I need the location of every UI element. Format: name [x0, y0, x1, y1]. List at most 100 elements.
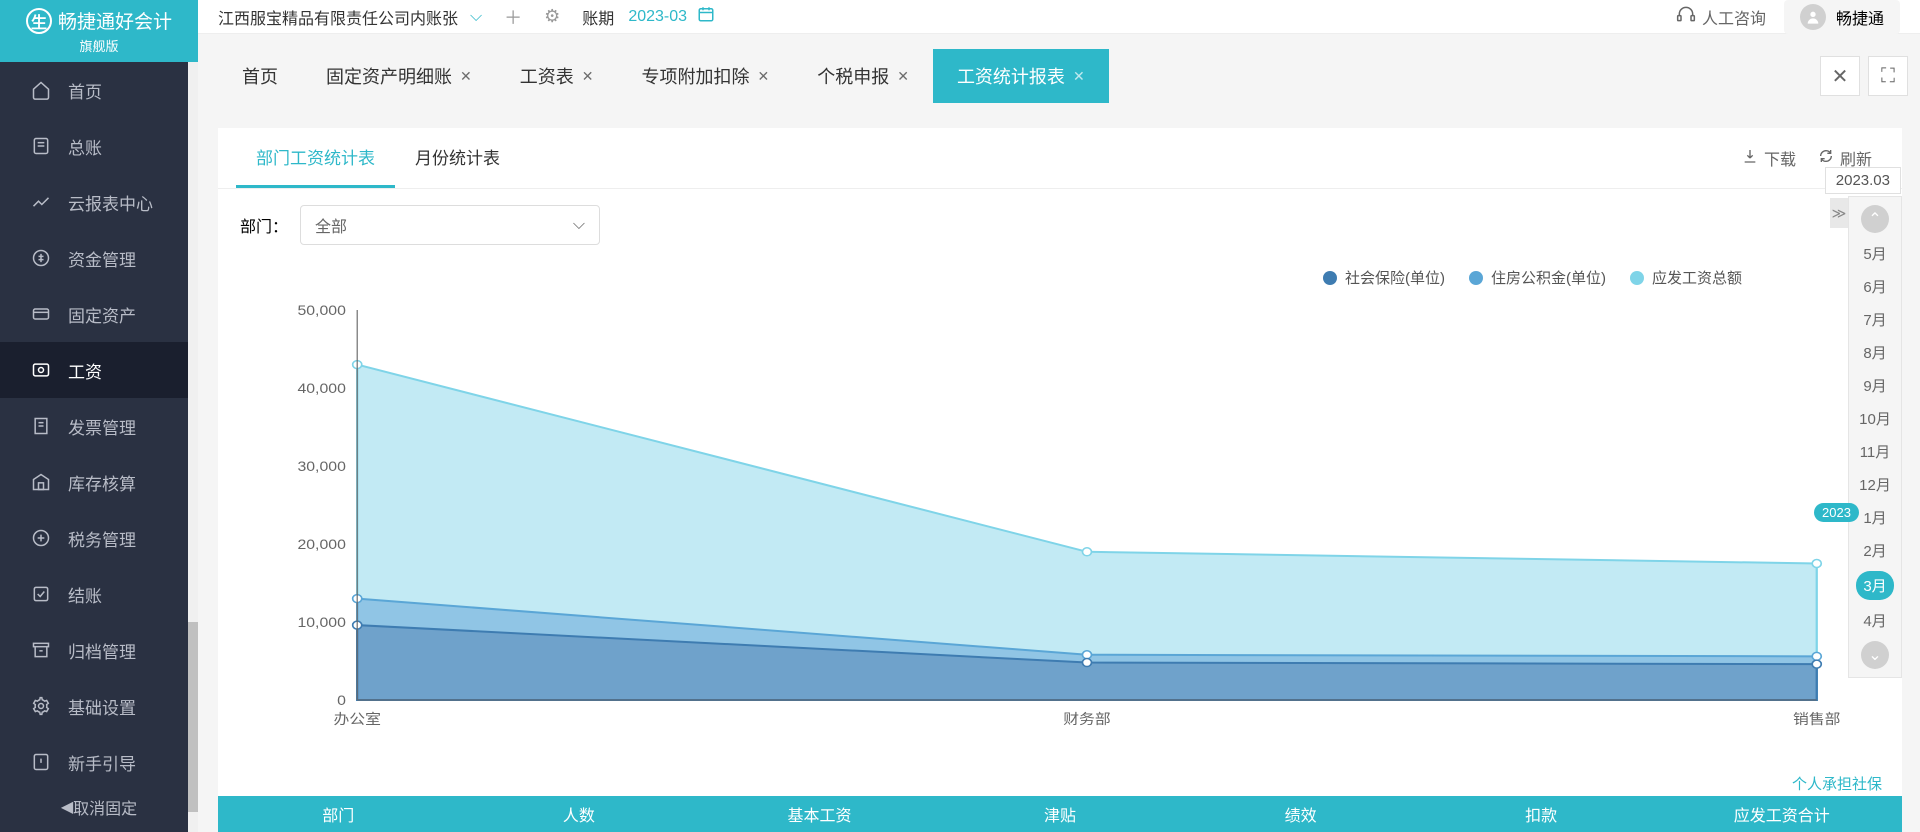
brand-name: 畅捷通好会计: [58, 7, 172, 34]
download-button[interactable]: 下载: [1742, 146, 1796, 170]
period-value[interactable]: 2023-03: [628, 8, 687, 26]
sidebar-item-label: 库存核算: [68, 470, 136, 495]
month-item[interactable]: 6月: [1856, 270, 1894, 303]
table-column-header: 扣款: [1421, 802, 1662, 826]
sidebar-item-invoice[interactable]: 发票管理: [0, 398, 198, 454]
sidebar-item-home[interactable]: 首页: [0, 62, 198, 118]
close-all-tabs-button[interactable]: ✕: [1820, 56, 1860, 96]
svg-text:财务部: 财务部: [1063, 712, 1111, 728]
tab-label: 专项附加扣除: [641, 63, 749, 89]
settings-icon: [30, 695, 52, 717]
download-label: 下载: [1764, 146, 1796, 170]
legend-dot-icon: [1469, 271, 1483, 285]
archive-icon: [30, 639, 52, 661]
month-prev-button[interactable]: ⌃: [1861, 205, 1889, 233]
subtab-0[interactable]: 部门工资统计表: [236, 128, 395, 188]
dept-select[interactable]: 全部 ⌵: [300, 205, 600, 245]
sidebar-item-label: 基础设置: [68, 694, 136, 719]
close-icon: [30, 583, 52, 605]
svg-text:50,000: 50,000: [297, 303, 345, 319]
sidebar-item-salary[interactable]: 工资: [0, 342, 198, 398]
month-item[interactable]: 7月: [1856, 303, 1894, 336]
home-icon: [30, 79, 52, 101]
sidebar-item-settings[interactable]: 基础设置: [0, 678, 198, 734]
month-item[interactable]: 12月: [1856, 468, 1894, 501]
tab-0[interactable]: 首页: [218, 49, 302, 103]
table-column-header: 津贴: [940, 802, 1181, 826]
subtab-1[interactable]: 月份统计表: [395, 128, 520, 188]
fullscreen-button[interactable]: ⛶: [1868, 56, 1908, 96]
salary-icon: [30, 359, 52, 381]
sidebar-item-fund[interactable]: 资金管理: [0, 230, 198, 286]
sidebar-item-label: 发票管理: [68, 414, 136, 439]
month-next-button[interactable]: ⌄: [1861, 641, 1889, 669]
month-item[interactable]: 5月: [1856, 237, 1894, 270]
month-item[interactable]: 2月: [1856, 534, 1894, 567]
period-label: 账期: [582, 5, 614, 29]
calendar-icon[interactable]: [697, 5, 715, 28]
month-item[interactable]: 11月: [1856, 435, 1894, 468]
filter-row: 部门： 全部 ⌵: [218, 189, 1902, 261]
close-icon[interactable]: ✕: [757, 68, 769, 85]
human-help-button[interactable]: 人工咨询: [1676, 4, 1766, 29]
company-selector[interactable]: 江西服宝精品有限责任公司内账张 ⌵: [218, 5, 482, 29]
chevron-down-icon: ⌵: [470, 8, 482, 26]
tab-label: 个税申报: [817, 63, 889, 89]
close-icon[interactable]: ✕: [897, 68, 909, 85]
chart-legend: 社会保险(单位) 住房公积金(单位) 应发工资总额: [278, 261, 1862, 300]
collapse-icon: ◀: [61, 797, 73, 817]
fund-icon: [30, 247, 52, 269]
tab-1[interactable]: 固定资产明细账✕: [302, 49, 496, 103]
table-header: 部门人数基本工资津贴绩效扣款应发工资合计: [218, 796, 1902, 832]
table-column-header: 部门: [218, 802, 459, 826]
month-item[interactable]: 4月: [1856, 604, 1894, 637]
month-strip-collapse-button[interactable]: ≫: [1830, 198, 1848, 228]
guide-icon: [30, 751, 52, 773]
sidebar-item-archive[interactable]: 归档管理: [0, 622, 198, 678]
legend-label: 社会保险(单位): [1345, 267, 1445, 288]
legend-item[interactable]: 社会保险(单位): [1323, 267, 1445, 288]
sidebar-item-tax[interactable]: 税务管理: [0, 510, 198, 566]
svg-text:30,000: 30,000: [297, 459, 345, 475]
tab-label: 工资统计报表: [957, 63, 1065, 89]
sidebar-collapse-button[interactable]: ◀ 取消固定: [0, 782, 198, 832]
sidebar-item-label: 税务管理: [68, 526, 136, 551]
company-name: 江西服宝精品有限责任公司内账张: [218, 5, 458, 29]
close-icon[interactable]: ✕: [1073, 68, 1085, 85]
topbar: 江西服宝精品有限责任公司内账张 ⌵ ＋ ⚙ 账期 2023-03 人工咨询 畅捷…: [198, 0, 1920, 34]
sidebar-item-label: 首页: [68, 78, 102, 103]
sidebar-item-report[interactable]: 云报表中心: [0, 174, 198, 230]
sidebar-item-close[interactable]: 结账: [0, 566, 198, 622]
month-item[interactable]: 9月: [1856, 369, 1894, 402]
legend-item[interactable]: 应发工资总额: [1630, 267, 1742, 288]
sidebar-item-asset[interactable]: 固定资产: [0, 286, 198, 342]
sidebar-item-ledger[interactable]: 总账: [0, 118, 198, 174]
gear-icon[interactable]: ⚙: [544, 6, 560, 27]
tax-icon: [30, 527, 52, 549]
svg-text:0: 0: [337, 693, 346, 709]
svg-text:20,000: 20,000: [297, 537, 345, 553]
tab-2[interactable]: 工资表 ✕: [496, 49, 618, 103]
user-menu[interactable]: 畅捷通: [1784, 0, 1900, 34]
year-badge: 2023: [1814, 503, 1859, 522]
sidebar-item-label: 结账: [68, 582, 102, 607]
month-picker-header: 2023.03: [1825, 167, 1901, 194]
tab-4[interactable]: 个税申报 ✕: [793, 49, 933, 103]
brand-logo[interactable]: 生 畅捷通好会计 旗舰版: [0, 0, 198, 62]
add-icon[interactable]: ＋: [504, 4, 522, 30]
sidebar-scrollbar[interactable]: [188, 62, 198, 832]
close-icon[interactable]: ✕: [460, 68, 472, 85]
username: 畅捷通: [1836, 5, 1884, 29]
tab-5[interactable]: 工资统计报表 ✕: [933, 49, 1109, 103]
sidebar-collapse-label: 取消固定: [73, 795, 137, 819]
month-item[interactable]: 10月: [1856, 402, 1894, 435]
sidebar-item-inventory[interactable]: 库存核算: [0, 454, 198, 510]
tab-label: 工资表: [520, 63, 574, 89]
month-item[interactable]: 8月: [1856, 336, 1894, 369]
legend-item[interactable]: 住房公积金(单位): [1469, 267, 1606, 288]
legend-dot-icon: [1323, 271, 1337, 285]
month-item[interactable]: 3月: [1856, 571, 1894, 600]
close-icon[interactable]: ✕: [582, 68, 594, 85]
tab-3[interactable]: 专项附加扣除 ✕: [617, 49, 793, 103]
month-item[interactable]: 1月2023: [1856, 501, 1894, 534]
